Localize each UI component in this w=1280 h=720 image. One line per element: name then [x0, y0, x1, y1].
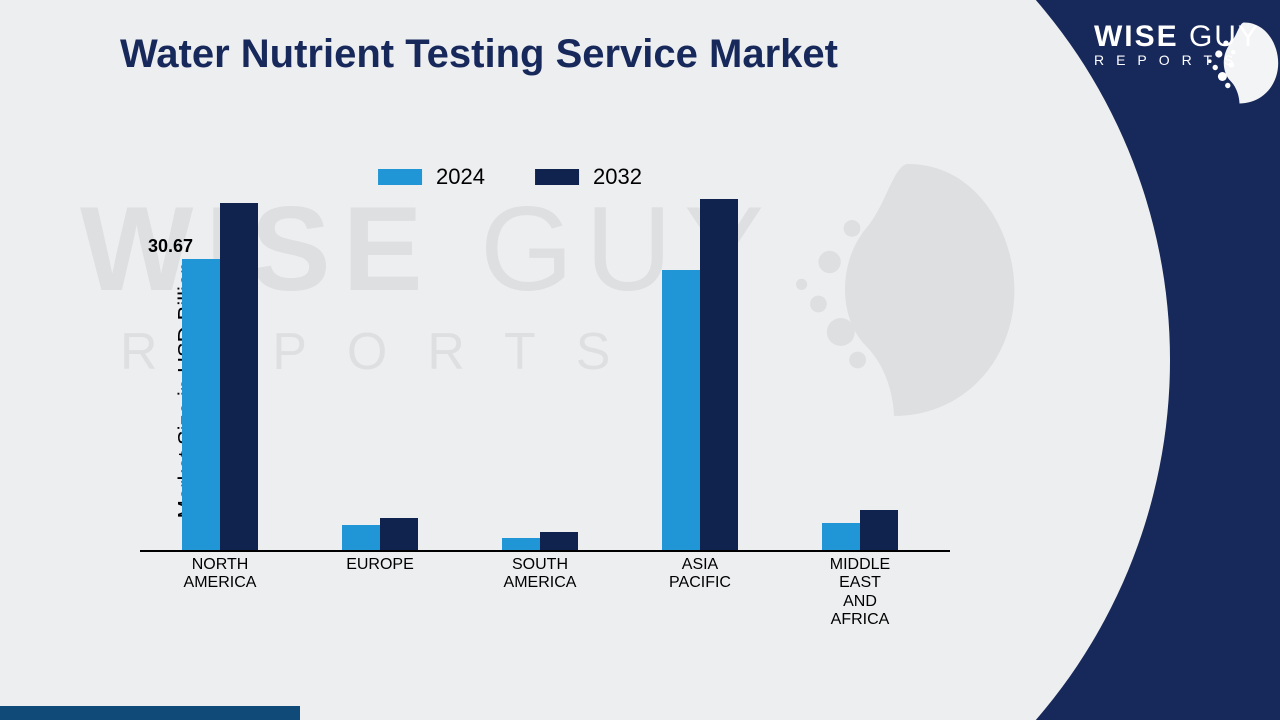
- brand-sub: REPORTS: [1094, 52, 1260, 68]
- bar: [220, 203, 258, 550]
- category-label: MIDDLEEASTANDAFRICA: [800, 556, 920, 630]
- bar: [182, 259, 220, 550]
- category-label: ASIAPACIFIC: [640, 556, 760, 593]
- bar: [380, 518, 418, 550]
- bar: [502, 538, 540, 550]
- bar-group: EUROPE: [320, 170, 440, 550]
- bar: [540, 532, 578, 550]
- bar: [860, 510, 898, 550]
- bar-group: NORTHAMERICA: [160, 170, 280, 550]
- footer-accent-bar: [0, 706, 300, 720]
- chart-title: Water Nutrient Testing Service Market: [120, 30, 840, 78]
- bar: [822, 523, 860, 550]
- bar-data-label: 30.67: [148, 236, 193, 257]
- page-root: WISE GUY REPORTS WISE GUY REPORTS Water …: [0, 0, 1280, 720]
- bar: [662, 270, 700, 550]
- category-label: EUROPE: [320, 556, 440, 574]
- bar-group: MIDDLEEASTANDAFRICA: [800, 170, 920, 550]
- bar: [342, 525, 380, 550]
- bar-group: SOUTHAMERICA: [480, 170, 600, 550]
- brand-logo: WISE GUY REPORTS: [1094, 20, 1260, 68]
- bar-group: ASIAPACIFIC: [640, 170, 760, 550]
- plot-area: NORTHAMERICA EUROPE SOUTHAMERICA ASIAPACIFI…: [140, 170, 950, 552]
- category-label: SOUTHAMERICA: [480, 556, 600, 593]
- bar-chart: Market Size in USD Billion 2024 2032 NOR…: [70, 170, 950, 610]
- category-label: NORTHAMERICA: [160, 556, 280, 593]
- bar: [700, 199, 738, 551]
- brand-main: WISE GUY: [1094, 20, 1260, 54]
